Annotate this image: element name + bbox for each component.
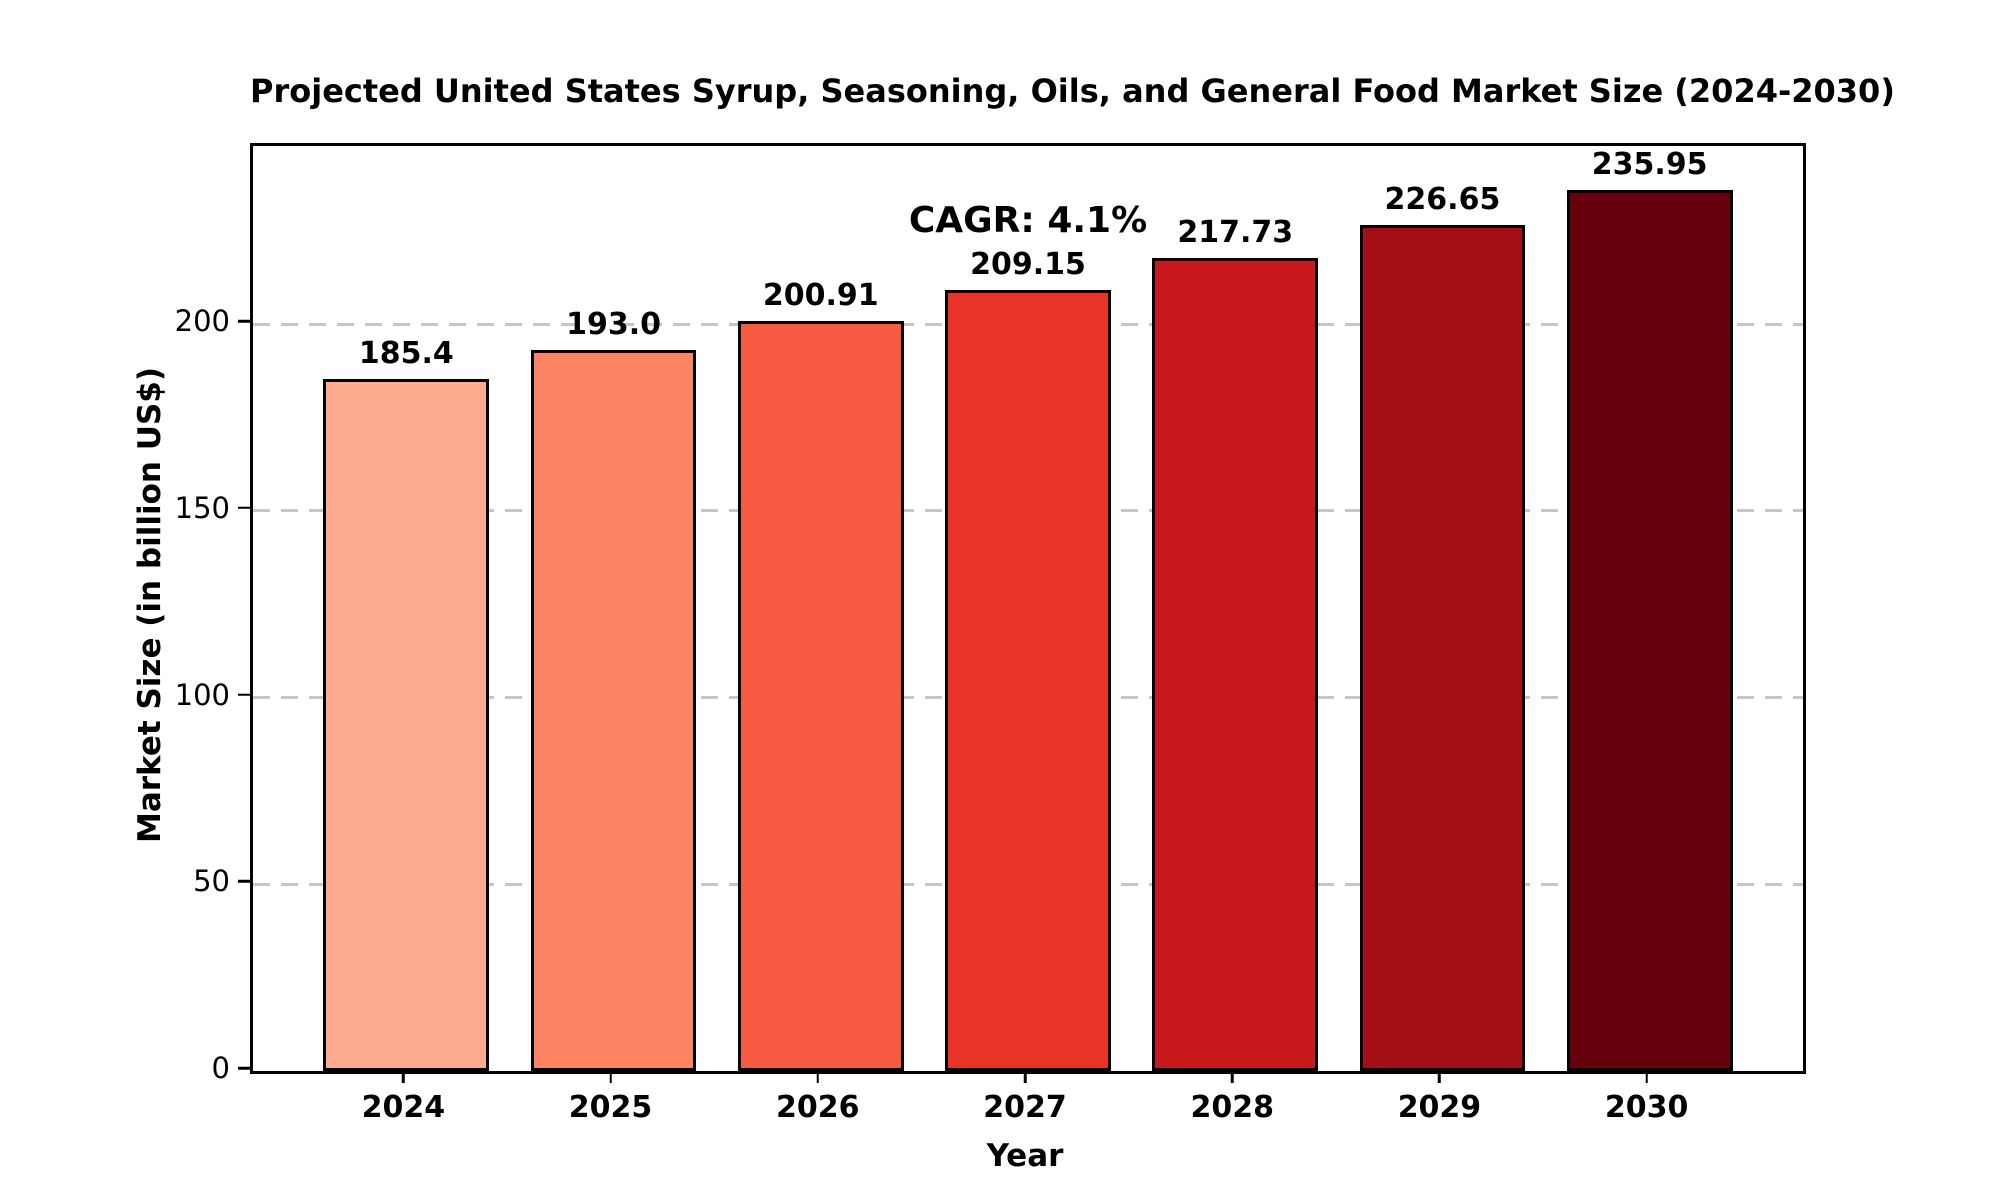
y-tick-mark <box>238 1066 250 1070</box>
bar-2030 <box>1566 190 1733 1071</box>
y-axis-label: Market Size (in billion US$) <box>132 366 168 844</box>
bar-value-2027: 209.15 <box>970 247 1086 283</box>
y-tick-label: 200 <box>174 304 230 339</box>
y-tick-label: 0 <box>211 1051 230 1085</box>
x-tick-label-2027: 2027 <box>983 1090 1067 1125</box>
x-tick-mark <box>609 1071 612 1083</box>
x-tick-mark <box>1230 1071 1234 1083</box>
bar-value-2030: 235.95 <box>1591 147 1708 183</box>
bar-value-2026: 200.91 <box>762 277 879 313</box>
y-tick-label: 150 <box>174 490 230 525</box>
bar-2027 <box>945 290 1111 1071</box>
y-tick-mark <box>238 693 250 696</box>
x-tick-mark <box>1023 1071 1027 1083</box>
y-tick-mark <box>238 880 250 883</box>
bar-value-2028: 217.73 <box>1177 215 1294 251</box>
x-tick-label-2029: 2029 <box>1397 1090 1482 1125</box>
x-tick-label-2026: 2026 <box>776 1090 860 1125</box>
bar-2024 <box>323 378 490 1071</box>
x-tick-mark <box>1438 1071 1441 1083</box>
x-tick-mark <box>816 1071 820 1083</box>
cagr-annotation: CAGR: 4.1% <box>908 200 1148 241</box>
bar-2028 <box>1152 258 1319 1071</box>
x-tick-mark <box>1645 1071 1648 1083</box>
y-tick-label: 100 <box>174 677 230 712</box>
bar-value-2024: 185.4 <box>358 335 454 371</box>
y-tick-mark <box>238 506 250 510</box>
x-axis-label: Year <box>986 1138 1064 1174</box>
x-tick-label-2030: 2030 <box>1604 1090 1689 1125</box>
bar-2026 <box>737 320 904 1071</box>
x-tick-label-2025: 2025 <box>568 1090 653 1125</box>
y-tick-mark <box>238 320 250 323</box>
x-tick-label-2028: 2028 <box>1190 1090 1274 1125</box>
bar-value-2025: 193.0 <box>566 307 661 343</box>
x-tick-label-2024: 2024 <box>361 1090 446 1125</box>
bar-2029 <box>1359 224 1526 1071</box>
y-tick-label: 50 <box>193 864 230 899</box>
x-tick-mark <box>402 1071 405 1083</box>
bar-2025 <box>530 350 697 1071</box>
plot-area: 185.4 193.0 200.91 209.15 217.73 226.65 235.95… <box>250 143 1806 1074</box>
chart-title: Projected United States Syrup, Seasoning… <box>250 72 1895 110</box>
bar-value-2029: 226.65 <box>1384 181 1501 217</box>
